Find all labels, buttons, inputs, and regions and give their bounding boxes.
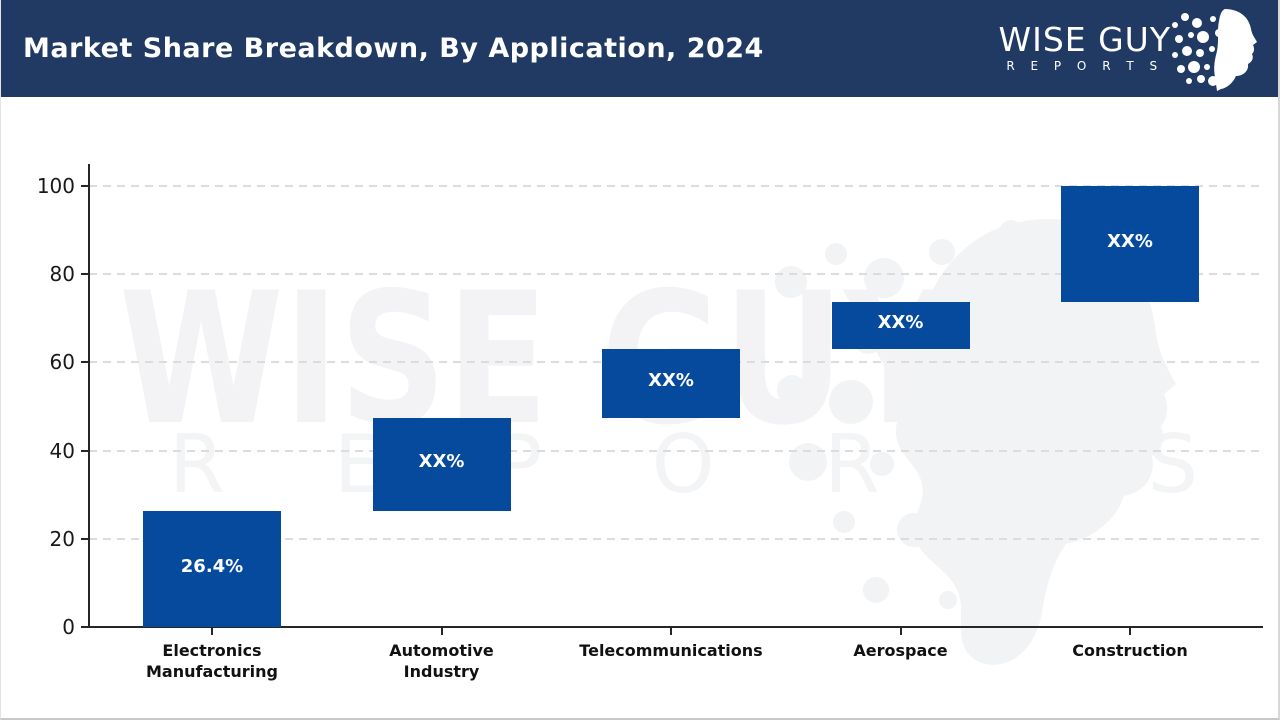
x-axis-label-aerospace: Aerospace	[853, 641, 948, 660]
gridline-80	[89, 273, 1263, 276]
y-tick-label-0: 0	[62, 615, 75, 639]
bar-automotive-industry	[372, 417, 511, 511]
x-axis-label-telecommunications: Telecommunications	[579, 641, 763, 660]
bar-label-telecommunications: XX%	[648, 370, 694, 392]
logo-tagline: R E P O R T S	[1006, 59, 1164, 73]
y-tick-mark-80	[81, 273, 89, 276]
bar-label-electronics-manufacturing: 26.4%	[180, 555, 244, 577]
y-tick-mark-20	[81, 537, 89, 540]
gridline-40	[89, 449, 1263, 452]
y-tick-label-100: 100	[36, 174, 75, 198]
logo-name: WISE GUY	[998, 20, 1171, 59]
bar-label-automotive-industry: XX%	[418, 451, 465, 473]
y-tick-mark-40	[81, 449, 89, 452]
x-axis-line	[88, 626, 1263, 628]
y-tick-mark-100	[81, 185, 89, 187]
dotted-face-profile-icon	[1172, 8, 1257, 91]
y-tick-label-60: 60	[49, 350, 75, 375]
x-tick-mark-electronics-manufacturing	[211, 627, 213, 635]
bar-label-construction: XX%	[1107, 230, 1153, 252]
chart-title: Market Share Breakdown, By Application, …	[23, 33, 764, 64]
y-tick-label-80: 80	[49, 262, 75, 287]
x-axis-label-automotive-industry: Automotive Industry	[389, 641, 494, 681]
x-axis-label-electronics-manufacturing: Electronics Manufacturing	[146, 641, 278, 681]
y-tick-mark-60	[81, 361, 89, 364]
y-axis-line	[88, 163, 90, 628]
x-tick-mark-automotive-industry	[440, 627, 443, 635]
x-tick-mark-telecommunications	[670, 627, 672, 635]
bar-electronics-manufacturing	[143, 510, 281, 627]
wiseguy-logo: WISE GUY R E P O R T S	[998, 7, 1259, 91]
bar-label-aerospace: XX%	[877, 312, 924, 334]
gridline-20	[89, 537, 1263, 540]
header-banner: Market Share Breakdown, By Application, …	[1, 0, 1278, 97]
logo-text: WISE GUY R E P O R T S	[998, 23, 1171, 74]
y-tick-label-40: 40	[49, 438, 75, 463]
bar-construction	[1061, 186, 1199, 302]
x-tick-mark-aerospace	[899, 627, 902, 635]
watermark-logo-name: WISE GUY	[119, 253, 953, 465]
bar-aerospace	[831, 301, 970, 349]
y-tick-label-20: 20	[49, 526, 75, 551]
x-axis-label-construction: Construction	[1072, 641, 1188, 660]
gridline-100	[89, 185, 1263, 187]
y-tick-mark-0	[81, 626, 89, 628]
x-tick-mark-construction	[1129, 627, 1131, 635]
bar-telecommunications	[602, 348, 740, 418]
